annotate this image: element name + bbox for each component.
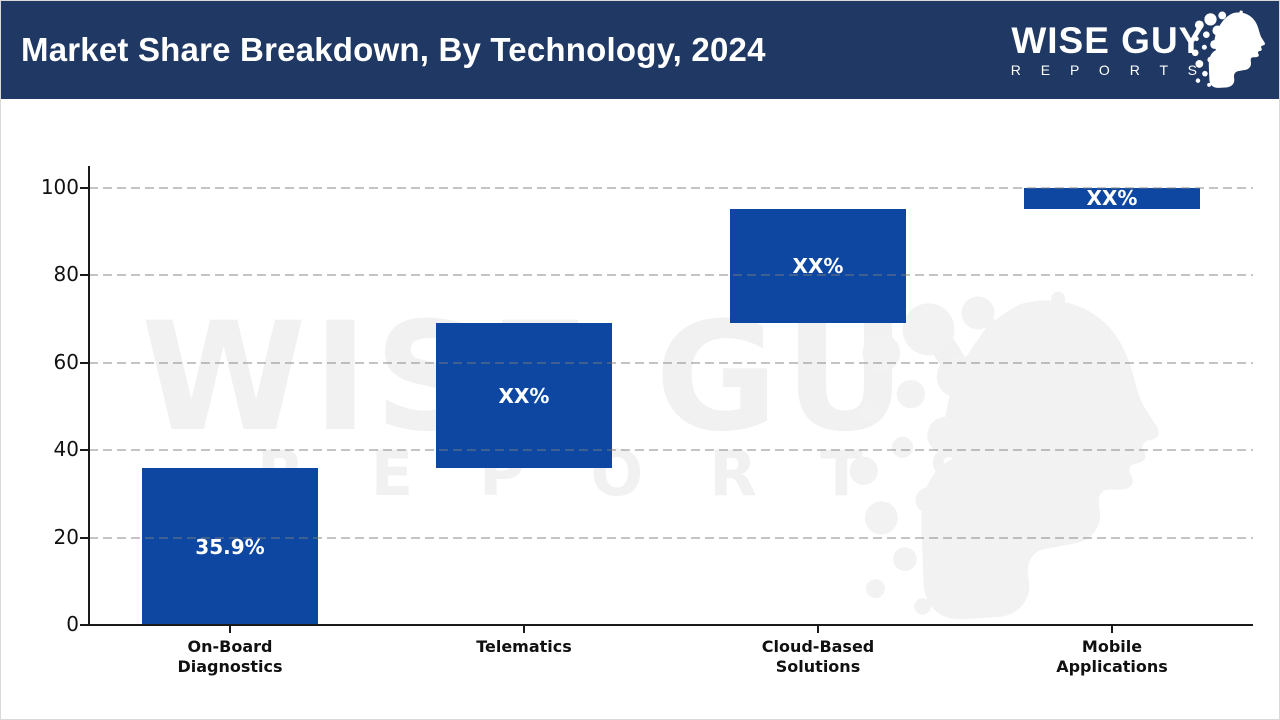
y-tick-mark-0 <box>80 624 88 626</box>
brand-logo-text: WISE GUY R E P O R T S <box>1010 20 1205 79</box>
x-tick-mark-3 <box>1111 626 1113 633</box>
y-tick-mark-80 <box>80 274 88 277</box>
category-label-1: Telematics <box>476 637 572 656</box>
bar-value-label-2: XX% <box>792 254 844 278</box>
gridline-100 <box>89 187 1253 189</box>
brand-name: WISE GUY <box>1011 20 1205 61</box>
page-title: Market Share Breakdown, By Technology, 2… <box>21 31 766 68</box>
y-tick-mark-60 <box>80 361 88 364</box>
x-axis-spine <box>86 624 1253 626</box>
gridline-60 <box>89 361 1253 364</box>
chart-area: WISE GUY REPORTS 35.9% XX% XX% XX% 0 20 40 60 8… <box>1 99 1279 719</box>
x-tick-mark-1 <box>523 626 525 633</box>
bar-value-label-1: XX% <box>498 383 550 408</box>
gridline-20 <box>89 536 1253 539</box>
y-tick-label-0: 0 <box>66 612 79 636</box>
brand-tagline: R E P O R T S <box>1010 62 1205 78</box>
header: Market Share Breakdown, By Technology, 2… <box>1 1 1279 99</box>
x-tick-mark-0 <box>229 626 231 633</box>
brand-face-icon <box>1191 10 1265 88</box>
y-tick-label-40: 40 <box>53 437 79 462</box>
brand-logo: WISE GUY R E P O R T S <box>1011 7 1269 93</box>
bar-3 <box>1024 188 1200 209</box>
y-tick-label-80: 80 <box>53 262 79 287</box>
gridline-40 <box>89 449 1253 452</box>
gridline-80 <box>89 274 1253 277</box>
y-tick-label-60: 60 <box>53 349 79 374</box>
y-tick-label-20: 20 <box>53 524 79 549</box>
bar-2 <box>730 208 906 324</box>
category-label-2: Cloud-Based Solutions <box>761 637 875 676</box>
bar-value-label-3: XX% <box>1086 186 1138 211</box>
category-label-0: On-Board Diagnostics <box>177 637 283 676</box>
bar-0 <box>142 468 318 625</box>
y-tick-mark-40 <box>80 449 88 452</box>
category-label-3: Mobile Applications <box>1056 637 1168 676</box>
x-tick-mark-2 <box>817 626 819 633</box>
y-tick-mark-20 <box>80 536 88 539</box>
y-tick-mark-100 <box>80 187 88 189</box>
bar-value-label-0: 35.9% <box>195 534 265 559</box>
y-axis-spine <box>88 166 90 626</box>
y-tick-label-100: 100 <box>40 175 79 199</box>
bar-1 <box>436 323 612 469</box>
